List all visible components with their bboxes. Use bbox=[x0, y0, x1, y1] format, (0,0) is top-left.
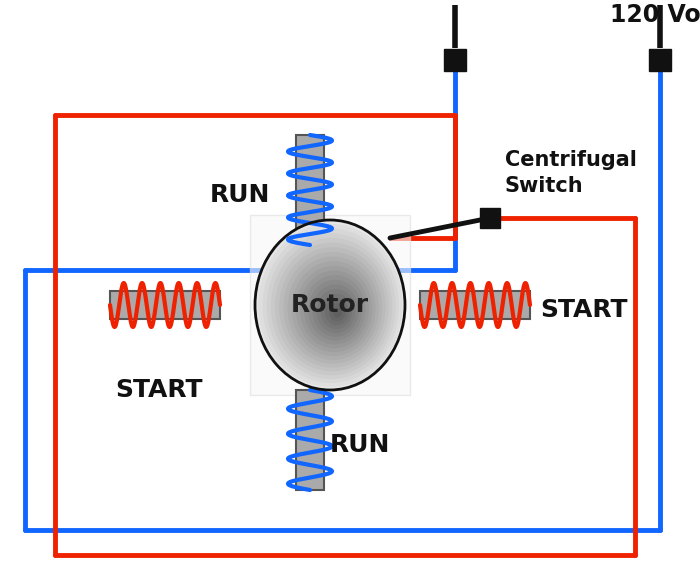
Bar bbox=[480, 208, 500, 228]
Ellipse shape bbox=[326, 299, 348, 325]
Bar bbox=[420, 291, 530, 319]
Text: 120 Volts: 120 Volts bbox=[610, 3, 700, 27]
Text: START: START bbox=[540, 298, 627, 322]
Ellipse shape bbox=[334, 308, 342, 317]
Bar bbox=[250, 215, 410, 395]
Ellipse shape bbox=[293, 262, 375, 356]
Bar bbox=[110, 291, 220, 319]
Ellipse shape bbox=[280, 248, 385, 367]
Ellipse shape bbox=[255, 220, 405, 390]
Ellipse shape bbox=[301, 271, 368, 347]
Ellipse shape bbox=[259, 224, 402, 386]
Ellipse shape bbox=[304, 276, 365, 344]
Ellipse shape bbox=[321, 294, 351, 328]
Ellipse shape bbox=[297, 266, 372, 352]
Text: RUN: RUN bbox=[210, 183, 270, 207]
Ellipse shape bbox=[284, 252, 382, 363]
Bar bbox=[649, 49, 671, 71]
Ellipse shape bbox=[263, 229, 398, 382]
Ellipse shape bbox=[309, 280, 361, 340]
Ellipse shape bbox=[288, 257, 378, 359]
Text: RUN: RUN bbox=[330, 433, 391, 457]
Ellipse shape bbox=[313, 285, 358, 336]
Ellipse shape bbox=[317, 290, 355, 332]
Ellipse shape bbox=[272, 238, 391, 375]
Text: Centrifugal
Switch: Centrifugal Switch bbox=[505, 150, 637, 196]
Text: START: START bbox=[115, 378, 202, 402]
Bar bbox=[296, 135, 324, 245]
Ellipse shape bbox=[276, 243, 388, 371]
Text: Rotor: Rotor bbox=[291, 293, 369, 317]
Ellipse shape bbox=[267, 234, 395, 378]
Bar bbox=[444, 49, 466, 71]
Bar bbox=[296, 390, 324, 490]
Ellipse shape bbox=[330, 304, 344, 321]
